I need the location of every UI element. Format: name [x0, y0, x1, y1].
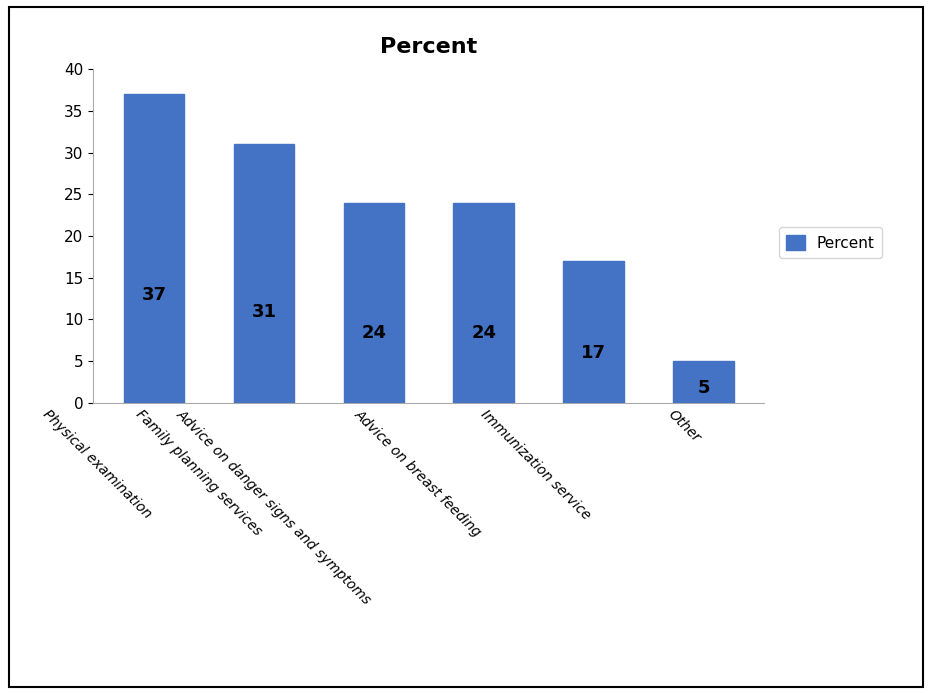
Text: 5: 5 — [697, 379, 710, 397]
Bar — [344, 203, 404, 403]
Text: 24: 24 — [472, 323, 496, 341]
Text: 17: 17 — [581, 344, 606, 362]
Bar — [673, 361, 733, 403]
Bar — [563, 261, 624, 403]
Bar — [124, 94, 185, 403]
Text: 24: 24 — [362, 323, 386, 341]
Text: 37: 37 — [142, 286, 167, 304]
Bar — [454, 203, 514, 403]
Bar — [234, 144, 295, 403]
Legend: Percent: Percent — [778, 227, 883, 258]
Text: 31: 31 — [252, 303, 277, 321]
Title: Percent: Percent — [380, 37, 477, 57]
